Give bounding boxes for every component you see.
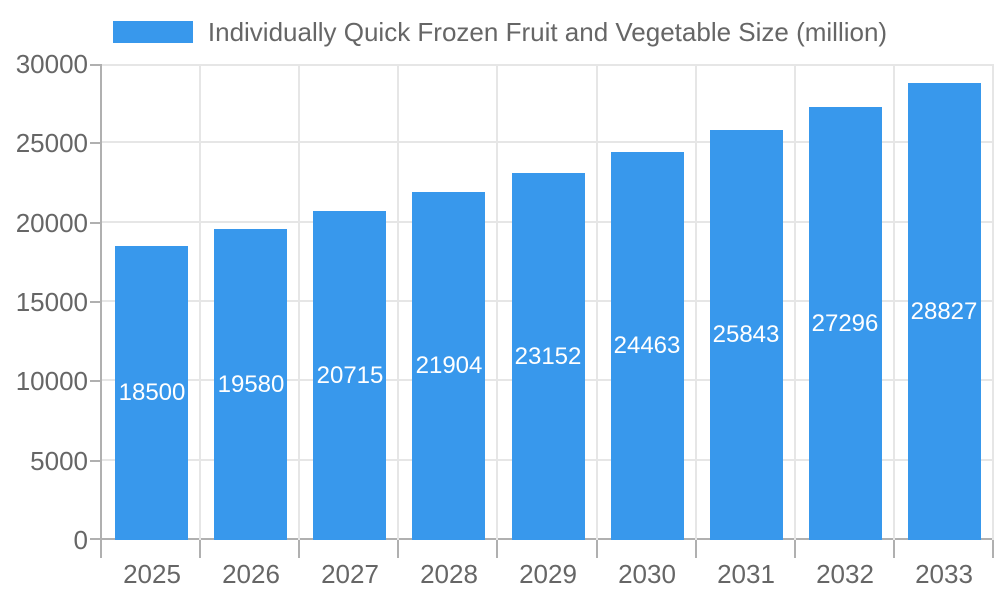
y-axis-tick-label: 0 (73, 525, 88, 555)
plot-area: 18500 19580 20715 21904 23152 24463 25843 27296… (90, 64, 994, 558)
y-axis-tick (90, 221, 100, 224)
x-axis-tick (596, 540, 598, 558)
gridline (102, 141, 994, 144)
y-axis-tick (90, 380, 100, 383)
y-axis-tick-label: 10000 (15, 366, 88, 397)
gridline (298, 64, 300, 540)
bar-2029 (512, 173, 585, 540)
y-axis-tick (90, 538, 100, 540)
bar-2030 (611, 152, 684, 540)
bar-2027 (313, 211, 386, 540)
x-axis-tick-label: 2027 (321, 559, 379, 589)
gridline (596, 64, 598, 540)
x-axis-tick-label: 2029 (519, 559, 577, 589)
x-axis-tick (397, 540, 399, 558)
x-axis-tick-label: 2032 (816, 559, 874, 589)
gridline (992, 64, 994, 540)
legend[interactable]: Individually Quick Frozen Fruit and Vege… (0, 17, 1000, 47)
gridline (397, 64, 399, 540)
bar-2031 (710, 130, 783, 540)
x-axis-tick-label: 2033 (915, 559, 973, 589)
y-axis-tick-label: 5000 (30, 445, 88, 476)
x-axis-tick (794, 540, 796, 558)
x-axis-tick-label: 2025 (123, 559, 181, 589)
bar-value-label: 18500 (118, 379, 186, 406)
bar-value-label: 21904 (415, 352, 483, 379)
x-axis-tick (298, 540, 300, 558)
bar-value-label: 28827 (910, 298, 978, 325)
x-axis-tick (695, 540, 697, 558)
x-axis-tick-label: 2030 (618, 559, 676, 589)
y-axis-tick (90, 301, 100, 303)
gridline (102, 64, 994, 66)
bar-value-label: 24463 (613, 332, 681, 359)
x-axis-tick-label: 2031 (717, 559, 775, 589)
y-axis-tick-label: 20000 (15, 207, 88, 238)
legend-label: Individually Quick Frozen Fruit and Vege… (207, 17, 888, 47)
y-axis-tick-label: 30000 (15, 49, 88, 79)
x-axis-tick (199, 540, 201, 558)
bar-value-label: 20715 (316, 362, 384, 389)
bar-value-label: 19580 (217, 371, 285, 398)
x-axis-tick (893, 540, 895, 558)
x-axis-tick-label: 2026 (222, 559, 280, 589)
x-axis-tick-label: 2028 (420, 559, 478, 589)
y-axis-tick (90, 64, 100, 66)
legend-swatch (112, 21, 193, 43)
gridline (496, 64, 498, 540)
bar-2025 (115, 246, 188, 540)
bar-value-label: 27296 (811, 310, 879, 337)
bar-2032 (809, 107, 882, 540)
y-axis-tick (90, 142, 100, 145)
x-axis-tick (992, 540, 994, 558)
y-axis-tick-label: 15000 (15, 287, 88, 317)
x-axis-tick (100, 540, 102, 558)
gridline (199, 64, 201, 540)
bar-2026 (214, 229, 287, 540)
y-axis-tick (90, 459, 100, 462)
y-axis-tick-label: 25000 (15, 128, 88, 159)
bar-value-label: 25843 (712, 321, 780, 348)
gridline (794, 64, 796, 540)
gridline (695, 64, 697, 540)
x-axis-tick (496, 540, 498, 558)
bar-value-label: 23152 (514, 343, 582, 370)
bar-2033 (908, 83, 981, 540)
bar-2028 (412, 192, 485, 540)
gridline (893, 64, 895, 540)
